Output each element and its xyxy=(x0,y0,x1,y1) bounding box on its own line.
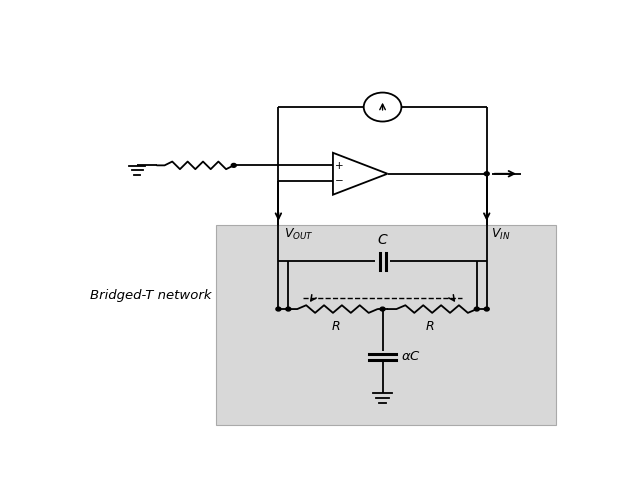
Circle shape xyxy=(231,163,236,167)
Bar xyxy=(216,225,556,425)
Text: −: − xyxy=(335,176,344,186)
Text: $\alpha C$: $\alpha C$ xyxy=(401,350,421,363)
Text: $R$: $R$ xyxy=(425,320,435,334)
Circle shape xyxy=(484,307,489,311)
Text: $V_{IN}$: $V_{IN}$ xyxy=(491,227,510,242)
Text: +: + xyxy=(335,161,344,171)
Text: $V_{OUT}$: $V_{OUT}$ xyxy=(284,227,314,242)
Text: Bridged-T network: Bridged-T network xyxy=(90,289,211,302)
Text: $R$: $R$ xyxy=(331,320,340,334)
Circle shape xyxy=(380,307,385,311)
Circle shape xyxy=(484,172,489,176)
Text: $C$: $C$ xyxy=(377,233,388,247)
Circle shape xyxy=(474,307,479,311)
Circle shape xyxy=(276,307,281,311)
Circle shape xyxy=(286,307,291,311)
